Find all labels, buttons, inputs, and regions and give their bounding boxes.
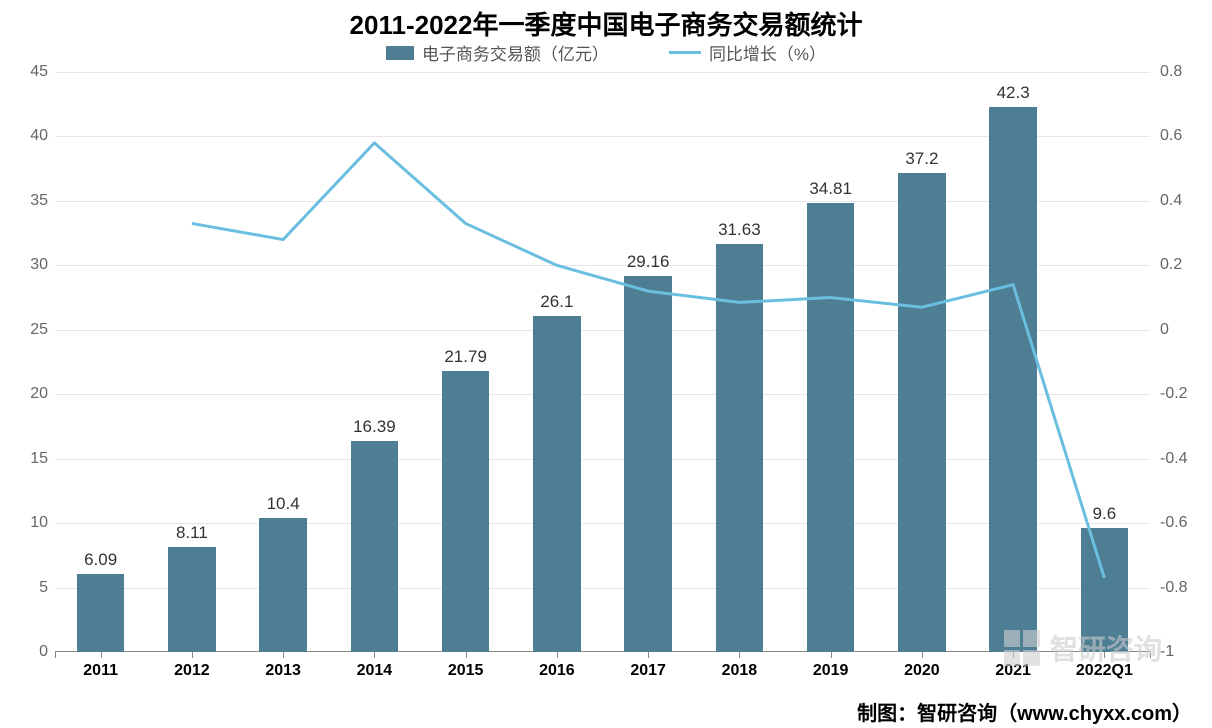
legend-line-label: 同比增长（%） (709, 40, 826, 65)
chart-legend: 电子商务交易额（亿元） 同比增长（%） (0, 40, 1212, 65)
y-right-tick-label: -0.2 (1160, 385, 1188, 403)
y-right-tick-label: -1 (1160, 643, 1174, 661)
x-tick-label: 2016 (539, 662, 575, 680)
y-right-tick-label: 0.6 (1160, 127, 1182, 145)
x-tick (55, 652, 56, 658)
watermark-icon (1004, 630, 1040, 666)
x-tick-label: 2017 (630, 662, 666, 680)
y-right-tick-label: 0 (1160, 321, 1169, 339)
y-right-tick-label: 0.4 (1160, 192, 1182, 210)
x-tick (466, 652, 467, 658)
x-tick (831, 652, 832, 658)
watermark-text: 智研咨询 (1050, 628, 1162, 668)
legend-item-line: 同比增长（%） (669, 40, 826, 65)
y-right-tick-label: -0.6 (1160, 514, 1188, 532)
x-tick (648, 652, 649, 658)
x-tick (283, 652, 284, 658)
x-tick-label: 2015 (448, 662, 484, 680)
x-tick-label: 2018 (722, 662, 758, 680)
y-left-tick-label: 25 (10, 321, 48, 339)
legend-bar-swatch (386, 46, 414, 60)
y-right-tick-label: 0.8 (1160, 63, 1182, 81)
y-left-tick-label: 45 (10, 63, 48, 81)
x-tick (922, 652, 923, 658)
y-right-tick-label: 0.2 (1160, 256, 1182, 274)
y-left-tick-label: 5 (10, 579, 48, 597)
x-tick (101, 652, 102, 658)
x-tick-label: 2013 (265, 662, 301, 680)
legend-line-swatch (669, 51, 701, 54)
y-left-tick-label: 35 (10, 192, 48, 210)
x-tick (557, 652, 558, 658)
x-tick-label: 2019 (813, 662, 849, 680)
legend-bar-label: 电子商务交易额（亿元） (422, 40, 609, 65)
x-tick (374, 652, 375, 658)
x-tick-label: 2012 (174, 662, 210, 680)
y-left-tick-label: 0 (10, 643, 48, 661)
x-tick-label: 2020 (904, 662, 940, 680)
y-right-tick-label: -0.8 (1160, 579, 1188, 597)
y-left-tick-label: 10 (10, 514, 48, 532)
y-right-tick-label: -0.4 (1160, 450, 1188, 468)
watermark: 智研咨询 (1004, 628, 1162, 668)
y-left-tick-label: 15 (10, 450, 48, 468)
x-tick-label: 2014 (357, 662, 393, 680)
line-series (55, 72, 1150, 652)
plot-area: 051015202530354045-1-0.8-0.6-0.4-0.200.2… (55, 72, 1150, 652)
y-left-tick-label: 20 (10, 385, 48, 403)
legend-item-bar: 电子商务交易额（亿元） (386, 40, 609, 65)
y-left-tick-label: 40 (10, 127, 48, 145)
chart-container: 2011-2022年一季度中国电子商务交易额统计 电子商务交易额（亿元） 同比增… (0, 0, 1212, 728)
attribution-text: 制图：智研咨询（www.chyxx.com） (857, 697, 1192, 726)
y-left-tick-label: 30 (10, 256, 48, 274)
x-tick-label: 2011 (83, 662, 118, 680)
x-tick (739, 652, 740, 658)
chart-title: 2011-2022年一季度中国电子商务交易额统计 (0, 5, 1212, 42)
x-tick (192, 652, 193, 658)
